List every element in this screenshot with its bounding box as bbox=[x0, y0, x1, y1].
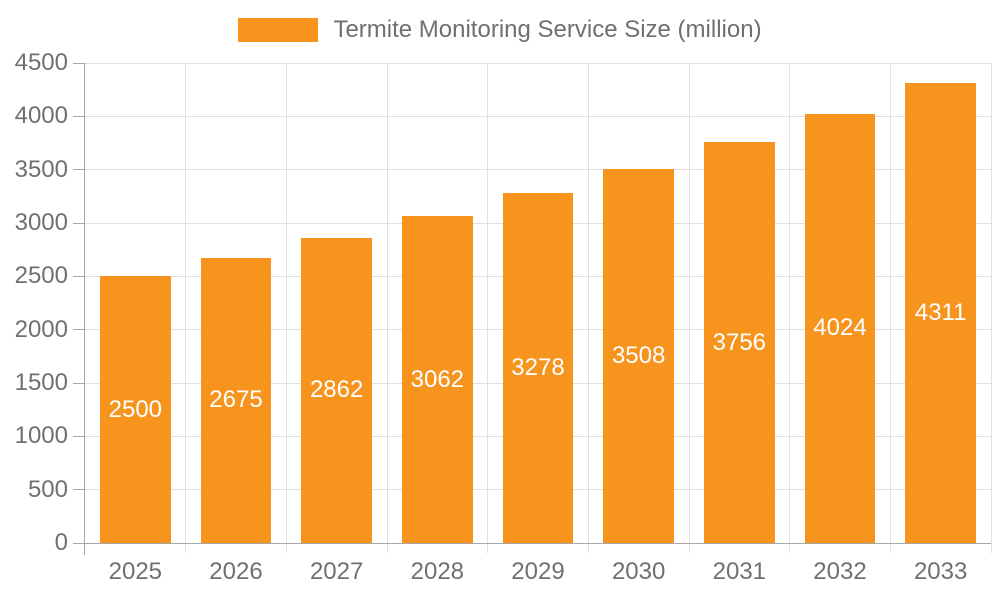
legend-swatch bbox=[238, 18, 319, 42]
y-axis-tick bbox=[73, 115, 85, 117]
x-axis-label: 2030 bbox=[611, 558, 666, 585]
y-axis-tick bbox=[73, 489, 85, 491]
gridline-vertical bbox=[587, 63, 589, 553]
bar-value-label: 3756 bbox=[712, 328, 767, 356]
bar-value-label: 2862 bbox=[309, 376, 364, 404]
y-axis-tick bbox=[73, 435, 85, 437]
y-axis-tick bbox=[73, 542, 85, 544]
bar-value-label: 3278 bbox=[511, 354, 565, 382]
gridline-horizontal bbox=[85, 115, 991, 117]
bar: 4024 bbox=[804, 113, 876, 543]
bar-value-label: 3062 bbox=[410, 365, 465, 393]
y-axis-label: 3000 bbox=[14, 209, 68, 236]
bar: 3508 bbox=[603, 168, 675, 543]
bar: 2862 bbox=[301, 237, 373, 543]
gridline-vertical bbox=[386, 63, 388, 553]
gridline-horizontal bbox=[85, 62, 991, 64]
bar: 2500 bbox=[99, 276, 171, 543]
y-axis-label: 0 bbox=[54, 529, 68, 556]
y-axis-tick bbox=[73, 329, 85, 331]
y-axis-label: 2500 bbox=[14, 262, 68, 290]
x-axis-label: 2029 bbox=[511, 558, 565, 585]
bar-value-label: 2675 bbox=[209, 386, 263, 414]
bar: 4311 bbox=[905, 83, 977, 543]
y-axis-tick bbox=[73, 62, 85, 64]
x-axis-label: 2032 bbox=[813, 558, 867, 585]
bar: 3278 bbox=[502, 193, 574, 543]
y-axis-line bbox=[84, 63, 85, 555]
x-axis-label: 2028 bbox=[410, 558, 465, 585]
legend-label: Termite Monitoring Service Size (million… bbox=[333, 16, 762, 43]
gridline-vertical bbox=[688, 63, 690, 553]
gridline-vertical bbox=[185, 63, 187, 553]
bar-value-label: 4024 bbox=[813, 314, 867, 342]
bar: 2675 bbox=[200, 257, 272, 543]
bar-value-label: 4311 bbox=[914, 299, 967, 327]
gridline-horizontal bbox=[85, 169, 991, 171]
y-axis-tick bbox=[73, 169, 85, 171]
y-axis-label: 2000 bbox=[14, 315, 68, 343]
bar-value-label: 2500 bbox=[108, 395, 163, 423]
y-axis-label: 3500 bbox=[14, 155, 68, 183]
x-axis-label: 2031 bbox=[712, 558, 767, 585]
x-axis-label: 2026 bbox=[209, 558, 263, 585]
y-axis-tick bbox=[73, 222, 85, 224]
y-axis-label: 4000 bbox=[14, 102, 68, 130]
y-axis-label: 500 bbox=[27, 475, 68, 503]
y-axis-tick bbox=[73, 275, 85, 277]
y-axis-label: 4500 bbox=[14, 49, 68, 76]
bar: 3756 bbox=[703, 142, 775, 543]
gridline-vertical bbox=[889, 63, 891, 553]
bar-value-label: 3508 bbox=[611, 341, 666, 369]
gridline-vertical bbox=[285, 63, 287, 553]
gridline-vertical bbox=[990, 63, 992, 553]
y-axis-label: 1500 bbox=[14, 369, 68, 396]
x-axis-line bbox=[84, 543, 991, 544]
gridline-vertical bbox=[487, 63, 489, 553]
y-axis-tick bbox=[73, 382, 85, 384]
x-axis-label: 2027 bbox=[309, 558, 364, 585]
legend: Termite Monitoring Service Size (million… bbox=[0, 18, 1000, 42]
x-axis-label: 2025 bbox=[108, 558, 163, 585]
y-axis-label: 1000 bbox=[14, 422, 68, 450]
bar: 3062 bbox=[401, 216, 473, 543]
x-axis-label: 2033 bbox=[913, 558, 968, 585]
gridline-vertical bbox=[789, 63, 791, 553]
